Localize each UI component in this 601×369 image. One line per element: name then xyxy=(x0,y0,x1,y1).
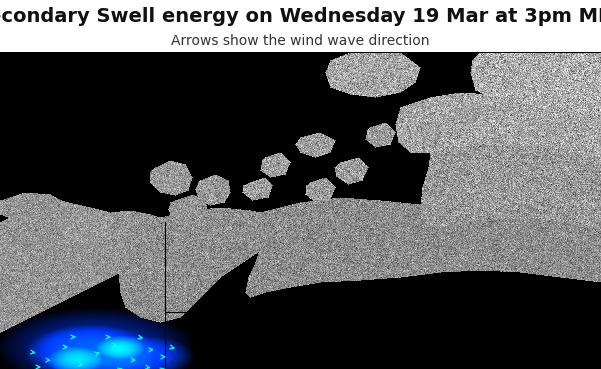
Text: Secondary Swell energy on Wednesday 19 Mar at 3pm MDT: Secondary Swell energy on Wednesday 19 M… xyxy=(0,7,601,26)
Text: Arrows show the wind wave direction: Arrows show the wind wave direction xyxy=(171,34,430,48)
